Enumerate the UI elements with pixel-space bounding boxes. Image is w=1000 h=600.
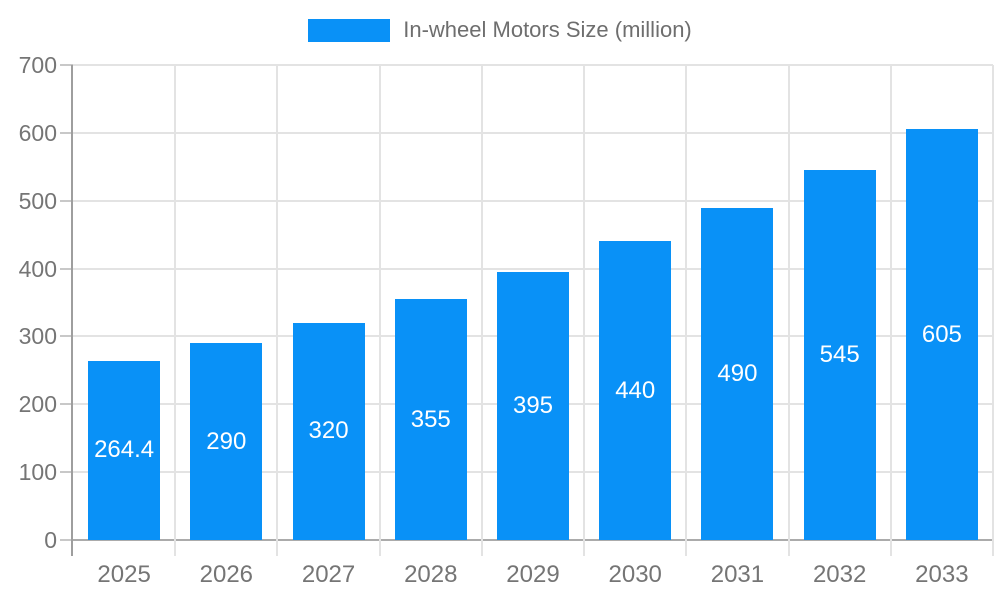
- x-tick-label: 2032: [812, 561, 867, 588]
- h-gridline: [73, 131, 993, 134]
- bar-2032[interactable]: 545: [803, 170, 876, 540]
- legend-swatch: [308, 18, 391, 42]
- bar-value-label: 395: [512, 391, 554, 419]
- bar-value-label: 605: [921, 320, 962, 348]
- bar-value-label: 290: [206, 427, 247, 455]
- x-tick-label: 2029: [506, 561, 560, 588]
- x-tick-label: 2028: [404, 561, 458, 588]
- x-tick-label: 2030: [608, 561, 662, 588]
- y-tick: [60, 335, 73, 338]
- v-gridline: [685, 65, 688, 556]
- bar-value-label: 264.4: [94, 436, 155, 464]
- plot-area: 0 100 200 300 400 500 600 700 264.4 2025 290 2026 32…: [19, 52, 994, 588]
- y-tick-label: 200: [18, 391, 57, 418]
- x-tick-label: 2025: [97, 561, 151, 588]
- v-gridline: [276, 65, 279, 556]
- y-tick: [60, 539, 73, 541]
- v-gridline: [992, 65, 994, 556]
- v-gridline: [480, 65, 483, 556]
- y-tick: [60, 131, 73, 134]
- h-gridline: [73, 267, 993, 270]
- bar-2030[interactable]: 440: [599, 241, 672, 540]
- y-tick: [60, 267, 73, 270]
- y-tick-label: 300: [18, 323, 57, 350]
- bar-value-label: 355: [410, 405, 451, 433]
- y-tick: [60, 403, 73, 406]
- x-tick-label: 2026: [199, 561, 254, 588]
- y-tick-label: 600: [18, 119, 57, 146]
- bar-value-label: 490: [717, 359, 758, 387]
- legend-label: In-wheel Motors Size (million): [403, 17, 692, 42]
- y-axis-line: [71, 65, 73, 556]
- bar-value-label: 440: [615, 376, 656, 404]
- y-tick-label: 0: [44, 527, 57, 553]
- y-tick-label: 100: [18, 459, 57, 486]
- y-tick-label: 500: [18, 187, 57, 214]
- x-tick-label: 2033: [915, 561, 969, 588]
- x-tick-label: 2031: [710, 561, 765, 588]
- h-gridline: [73, 64, 993, 66]
- y-tick-label: 700: [18, 52, 57, 78]
- bar-2027[interactable]: 320: [292, 322, 365, 540]
- bar-value-label: 545: [819, 341, 860, 369]
- v-gridline: [583, 65, 586, 556]
- bar-value-label: 320: [308, 417, 349, 445]
- x-axis-line: [73, 539, 993, 541]
- bar-2033[interactable]: 605: [905, 129, 978, 540]
- v-gridline: [787, 65, 790, 556]
- bar-2026[interactable]: 290: [190, 343, 263, 540]
- x-tick-label: 2027: [301, 561, 356, 588]
- v-gridline: [889, 65, 892, 556]
- v-gridline: [174, 65, 177, 556]
- legend[interactable]: In-wheel Motors Size (million): [0, 17, 1000, 43]
- y-tick-label: 400: [18, 255, 57, 282]
- bar-2029[interactable]: 395: [497, 271, 569, 540]
- y-tick: [60, 199, 73, 202]
- y-tick: [60, 64, 73, 66]
- bar-2025[interactable]: 264.4: [88, 360, 161, 540]
- y-tick: [60, 471, 73, 474]
- h-gridline: [73, 199, 993, 202]
- v-gridline: [378, 65, 381, 556]
- bar-2028[interactable]: 355: [394, 299, 467, 540]
- bar-2031[interactable]: 490: [701, 207, 774, 540]
